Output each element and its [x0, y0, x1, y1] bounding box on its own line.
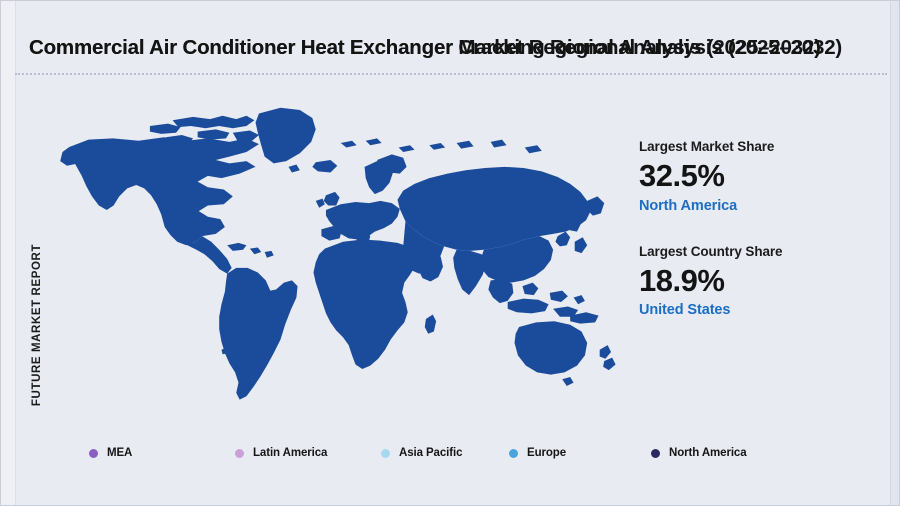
legend-color-swatch-icon [509, 448, 518, 458]
stat-value: 32.5% [639, 158, 725, 193]
right-margin-strip [890, 1, 899, 505]
legend-color-swatch-icon [89, 448, 98, 458]
stat-region: North America [639, 197, 738, 214]
vertical-watermark: FUTURE MARKET REPORT [27, 235, 47, 415]
legend-label: Asia Pacific [399, 447, 463, 459]
stat-label: Largest Market Share [639, 139, 775, 154]
stat-block-largest-country-share: Largest Country Share 18.9% United State… [639, 244, 889, 319]
page-title-text-overlay: Commercial Air Conditioner Heat Exchange… [29, 36, 843, 59]
world-map-landmasses [60, 107, 616, 400]
vertical-watermark-label: FUTURE MARKET REPORT [31, 243, 44, 407]
legend-label: North America [669, 447, 747, 459]
page-title-text-primary: Commercial Air Conditioner Heat Exchange… [29, 36, 821, 59]
legend-item-north-america[interactable]: North America [651, 447, 747, 459]
stat-block-largest-market-share: Largest Market Share 32.5% North America [639, 139, 889, 214]
left-margin-strip [1, 1, 16, 505]
legend-color-swatch-icon [235, 448, 244, 458]
legend-item-latin-america[interactable]: Latin America [235, 447, 327, 459]
legend-item-mea[interactable]: MEA [89, 447, 132, 459]
legend-color-swatch-icon [381, 448, 390, 458]
legend-label: Latin America [253, 447, 328, 459]
stat-value: 18.9% [639, 262, 725, 298]
legend-color-swatch-icon [651, 448, 660, 458]
map-legend: MEA Latin America Asia Pacific Europe No… [89, 447, 789, 469]
legend-item-europe[interactable]: Europe [509, 447, 566, 459]
legend-item-asia-pacific[interactable]: Asia Pacific [381, 447, 462, 459]
legend-label: MEA [107, 447, 133, 459]
stat-region: United States [639, 302, 731, 319]
stat-label: Largest Country Share [639, 243, 783, 259]
world-map-svg [60, 107, 616, 400]
stats-panel: Largest Market Share 32.5% North America… [639, 139, 889, 348]
page-title: Commercial Air Conditioner Heat Exchange… [1, 33, 899, 67]
legend-label: Europe [527, 447, 567, 459]
world-map [59, 93, 627, 415]
title-divider [15, 73, 887, 75]
